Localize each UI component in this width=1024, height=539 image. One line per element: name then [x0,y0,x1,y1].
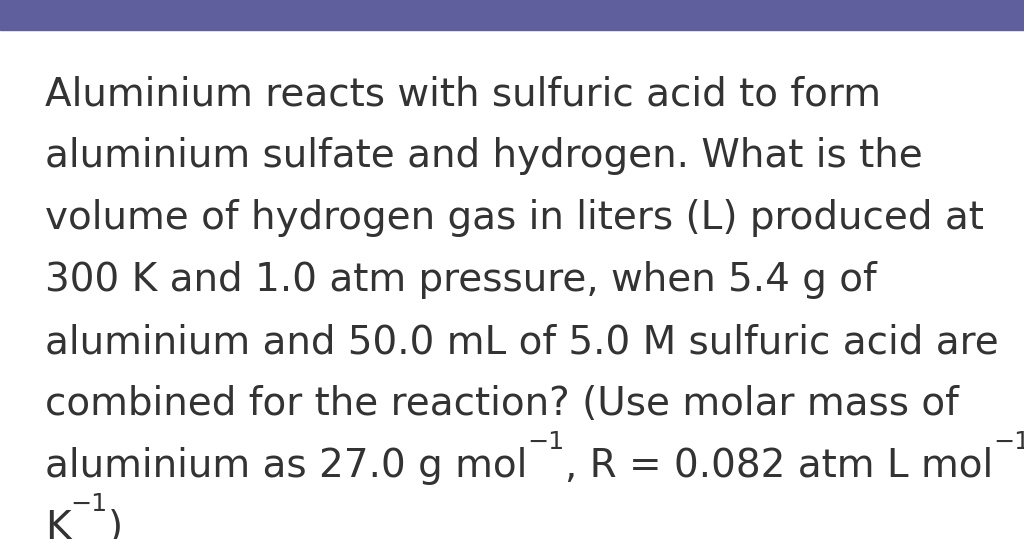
Text: K: K [45,509,71,539]
Text: aluminium as 27.0 g mol: aluminium as 27.0 g mol [45,447,527,485]
Bar [0,0,1024,30]
Text: combined for the reaction? (Use molar mass of: combined for the reaction? (Use molar ma… [45,385,958,423]
Text: −1: −1 [527,430,564,454]
Text: ): ) [108,509,123,539]
Text: Aluminium reacts with sulfuric acid to form: Aluminium reacts with sulfuric acid to f… [45,75,881,113]
Text: aluminium sulfate and hydrogen. What is the: aluminium sulfate and hydrogen. What is … [45,137,923,175]
Text: −1: −1 [993,430,1024,454]
Text: 300 K and 1.0 atm pressure, when 5.4 g of: 300 K and 1.0 atm pressure, when 5.4 g o… [45,261,877,299]
Text: −1: −1 [71,492,108,516]
Text: , R = 0.082 atm L mol: , R = 0.082 atm L mol [564,447,993,485]
Text: volume of hydrogen gas in liters (L) produced at: volume of hydrogen gas in liters (L) pro… [45,199,984,237]
Text: aluminium and 50.0 mL of 5.0 M sulfuric acid are: aluminium and 50.0 mL of 5.0 M sulfuric … [45,323,998,361]
